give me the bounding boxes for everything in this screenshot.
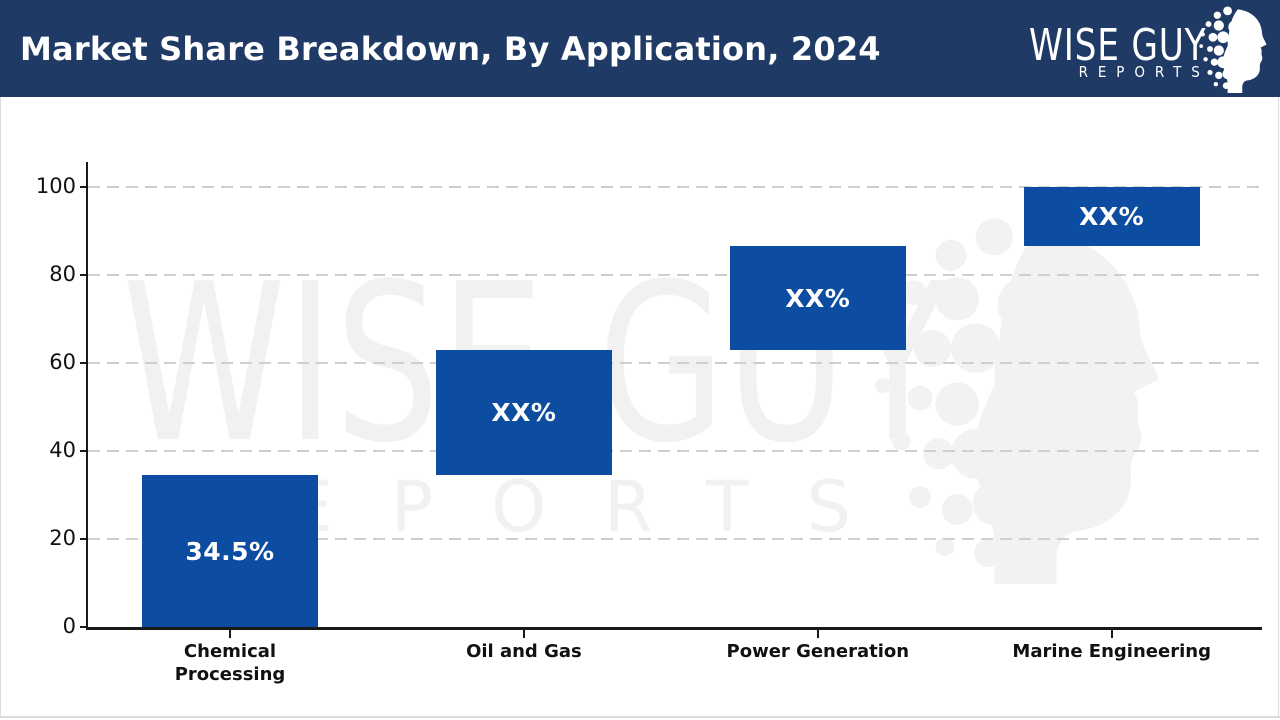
bar-power-generation: XX% <box>729 246 906 350</box>
y-axis-tick <box>80 626 88 628</box>
y-axis-tick-label: 60 <box>49 350 76 374</box>
x-axis-category-label: Oil and Gas <box>466 641 582 662</box>
y-axis-tick-label: 80 <box>49 262 76 286</box>
x-axis-tick <box>229 630 231 638</box>
x-axis-category-label: Power Generation <box>726 641 910 662</box>
bar-value-label: 34.5% <box>185 536 275 566</box>
right-border-line <box>1278 97 1279 717</box>
y-axis-tick <box>80 362 88 364</box>
left-border-line <box>0 97 1 717</box>
y-axis-tick <box>80 538 88 540</box>
bar-marine-engineering: XX% <box>1023 187 1200 247</box>
y-axis-tick-label: 40 <box>49 438 76 462</box>
wiseguy-logo-subtext: REPORTS <box>1078 63 1210 81</box>
watermark-face-icon <box>875 218 1159 584</box>
bottom-border-line <box>0 716 1280 718</box>
x-axis-line <box>86 627 1262 630</box>
bar-chemical-processing: 34.5% <box>142 475 318 627</box>
wiseguy-face-logo-icon <box>1199 6 1267 93</box>
y-axis-tick-label: 100 <box>35 174 76 198</box>
header-bar: Market Share Breakdown, By Application, … <box>0 0 1280 97</box>
gridline-y60 <box>88 362 1262 364</box>
y-axis-tick <box>80 274 88 276</box>
gridline-y40 <box>88 450 1262 452</box>
chart-title: Market Share Breakdown, By Application, … <box>20 29 881 68</box>
bar-oil-and-gas: XX% <box>435 349 612 476</box>
y-axis-tick <box>80 450 88 452</box>
bar-value-label: XX% <box>1079 202 1145 232</box>
gridline-y100 <box>88 186 1262 188</box>
y-axis-tick-label: 20 <box>49 526 76 550</box>
x-axis-tick <box>522 630 525 638</box>
y-axis-line <box>86 162 88 630</box>
x-axis-tick <box>1110 630 1113 638</box>
wiseguy-logo-text: WISE GUY <box>1028 20 1206 71</box>
gridline-y20 <box>88 538 1262 540</box>
x-axis-tick <box>816 630 819 638</box>
bar-value-label: XX% <box>785 283 851 313</box>
x-axis-category-label: Marine Engineering <box>1012 641 1211 662</box>
gridline-y80 <box>88 274 1262 276</box>
bar-value-label: XX% <box>491 397 557 427</box>
y-axis-tick-label: 0 <box>62 614 76 638</box>
y-axis-tick <box>80 186 88 188</box>
x-axis-category-label: Chemical Processing <box>174 641 286 685</box>
